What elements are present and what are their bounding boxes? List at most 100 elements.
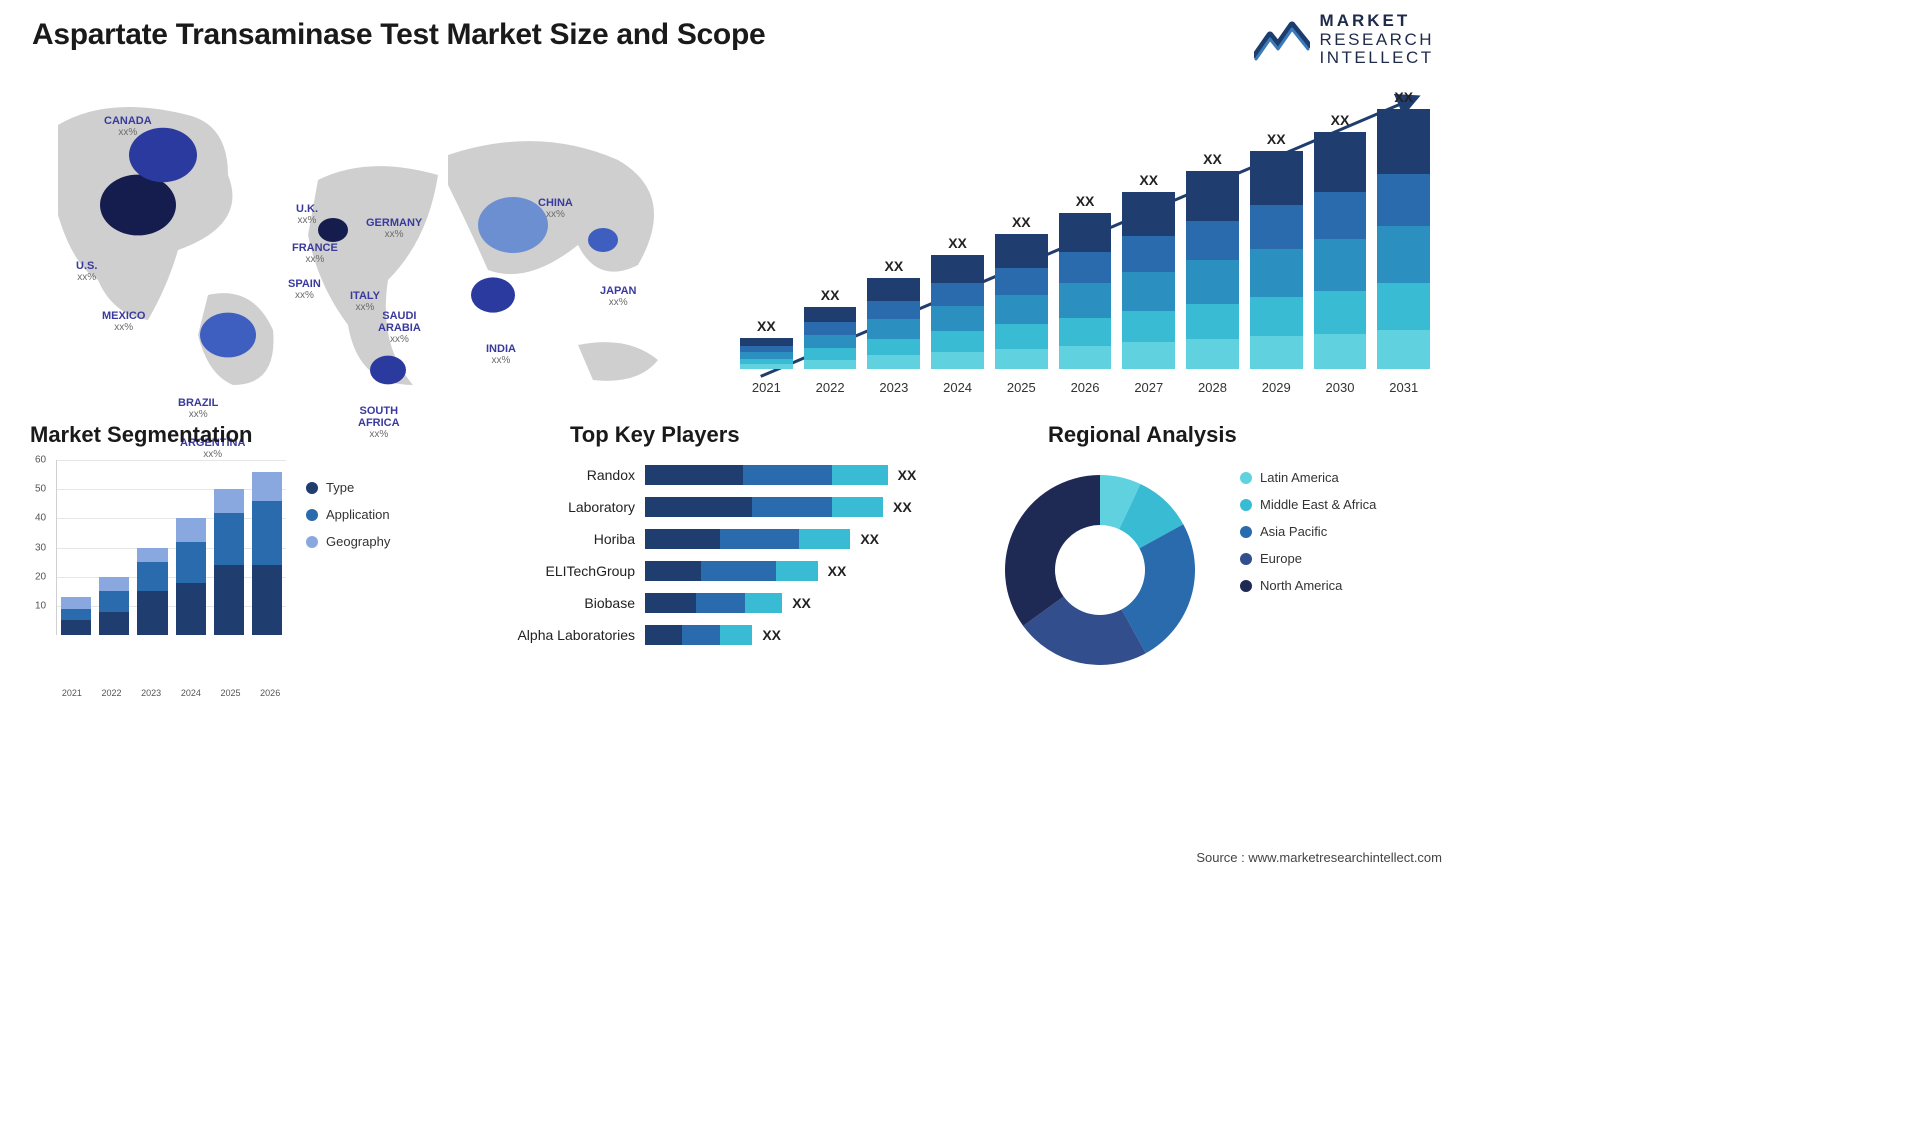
legend-item: Asia Pacific: [1240, 524, 1376, 539]
player-name: Randox: [490, 467, 645, 483]
player-name: Laboratory: [490, 499, 645, 515]
bar-segment: [804, 322, 857, 334]
player-row: HoribaXX: [490, 524, 970, 554]
bar-value-label: XX: [1331, 112, 1350, 128]
x-tick: 2027: [1122, 380, 1175, 395]
player-segment: [645, 529, 720, 549]
country-label-germany: GERMANYxx%: [366, 217, 422, 240]
bar-value-label: XX: [1012, 214, 1031, 230]
bar-segment: [804, 335, 857, 349]
player-value: XX: [828, 563, 847, 579]
x-tick: 2021: [56, 688, 88, 698]
bar-value-label: XX: [884, 258, 903, 274]
player-name: Biobase: [490, 595, 645, 611]
bar-segment: [1122, 311, 1175, 343]
bar-value-label: XX: [1394, 89, 1413, 105]
year-bar-2030: XX: [1314, 112, 1367, 369]
bar-segment: [1186, 260, 1239, 303]
logo-text-2: RESEARCH: [1320, 31, 1434, 50]
bar-value-label: XX: [1139, 172, 1158, 188]
player-segment: [645, 465, 743, 485]
bar-value-label: XX: [1267, 131, 1286, 147]
seg-segment: [252, 501, 282, 565]
x-tick: 2023: [135, 688, 167, 698]
x-tick: 2024: [175, 688, 207, 698]
seg-segment: [252, 565, 282, 635]
x-tick: 2021: [740, 380, 793, 395]
bar-segment: [1250, 297, 1303, 336]
bar-segment: [1314, 132, 1367, 191]
bar-value-label: XX: [757, 318, 776, 334]
bar-segment: [931, 306, 984, 331]
y-tick: 20: [35, 571, 46, 582]
legend-item: Application: [306, 507, 390, 522]
country-label-south-africa: SOUTHAFRICAxx%: [358, 405, 400, 440]
regional-donut: Latin AmericaMiddle East & AfricaAsia Pa…: [990, 450, 1450, 690]
bar-segment: [1186, 221, 1239, 261]
seg-segment: [99, 591, 129, 611]
year-bar-2029: XX: [1250, 131, 1303, 369]
bar-segment: [867, 301, 920, 319]
bar-segment: [1186, 339, 1239, 369]
player-segment: [720, 529, 799, 549]
player-value: XX: [898, 467, 917, 483]
player-segment: [645, 497, 752, 517]
players-heading: Top Key Players: [570, 422, 740, 448]
country-label-u-k-: U.K.xx%: [296, 203, 318, 226]
x-tick: 2022: [96, 688, 128, 698]
legend-item: Europe: [1240, 551, 1376, 566]
source-text: Source : www.marketresearchintellect.com: [1196, 850, 1442, 865]
page-title: Aspartate Transaminase Test Market Size …: [32, 18, 765, 52]
bar-segment: [867, 319, 920, 339]
bar-segment: [804, 360, 857, 369]
seg-segment: [214, 489, 244, 512]
bar-segment: [1122, 342, 1175, 369]
bar-segment: [1059, 346, 1112, 369]
bar-segment: [867, 355, 920, 369]
seg-segment: [137, 562, 167, 591]
player-segment: [776, 561, 818, 581]
legend-item: Geography: [306, 534, 390, 549]
player-segment: [645, 561, 701, 581]
bar-segment: [740, 364, 793, 369]
seg-segment: [99, 612, 129, 635]
bar-segment: [804, 307, 857, 323]
x-tick: 2028: [1186, 380, 1239, 395]
bar-value-label: XX: [948, 235, 967, 251]
country-label-canada: CANADAxx%: [104, 115, 152, 138]
bar-segment: [1059, 318, 1112, 346]
x-tick: 2029: [1250, 380, 1303, 395]
year-bar-2028: XX: [1186, 151, 1239, 369]
player-value: XX: [860, 531, 879, 547]
bar-segment: [931, 331, 984, 352]
player-segment: [832, 465, 888, 485]
player-segment: [696, 593, 745, 613]
bar-segment: [931, 255, 984, 284]
bar-value-label: XX: [821, 287, 840, 303]
bar-segment: [1250, 205, 1303, 249]
bar-segment: [995, 268, 1048, 295]
bar-segment: [1186, 304, 1239, 340]
country-label-u-s-: U.S.xx%: [76, 260, 97, 283]
player-segment: [752, 497, 831, 517]
segmentation-chart: 102030405060 202120222023202420252026 Ty…: [28, 460, 428, 680]
bar-segment: [995, 234, 1048, 268]
legend-item: Type: [306, 480, 390, 495]
year-bar-2027: XX: [1122, 172, 1175, 369]
bar-segment: [1377, 330, 1430, 369]
seg-bar-2021: [61, 597, 91, 635]
player-row: Randox XX: [490, 460, 970, 490]
legend-item: Latin America: [1240, 470, 1376, 485]
y-tick: 40: [35, 513, 46, 524]
logo-text-3: INTELLECT: [1320, 49, 1434, 68]
year-bar-2022: XX: [804, 287, 857, 369]
seg-segment: [176, 518, 206, 541]
bar-segment: [931, 283, 984, 306]
player-segment: [799, 529, 850, 549]
player-row: ELITechGroupXX: [490, 556, 970, 586]
seg-segment: [137, 548, 167, 563]
seg-bar-2026: [252, 472, 282, 635]
country-label-japan: JAPANxx%: [600, 285, 636, 308]
regional-heading: Regional Analysis: [1048, 422, 1237, 448]
market-size-chart: XXXXXXXXXXXXXXXXXXXXXX 20212022202320242…: [740, 85, 1430, 395]
